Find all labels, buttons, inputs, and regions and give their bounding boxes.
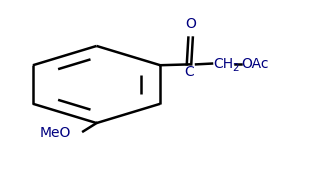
Text: C: C — [184, 65, 194, 79]
Text: OAc: OAc — [242, 57, 269, 70]
Text: MeO: MeO — [39, 126, 71, 140]
Text: O: O — [185, 17, 196, 31]
Text: 2: 2 — [232, 63, 239, 73]
Text: CH: CH — [213, 57, 233, 70]
